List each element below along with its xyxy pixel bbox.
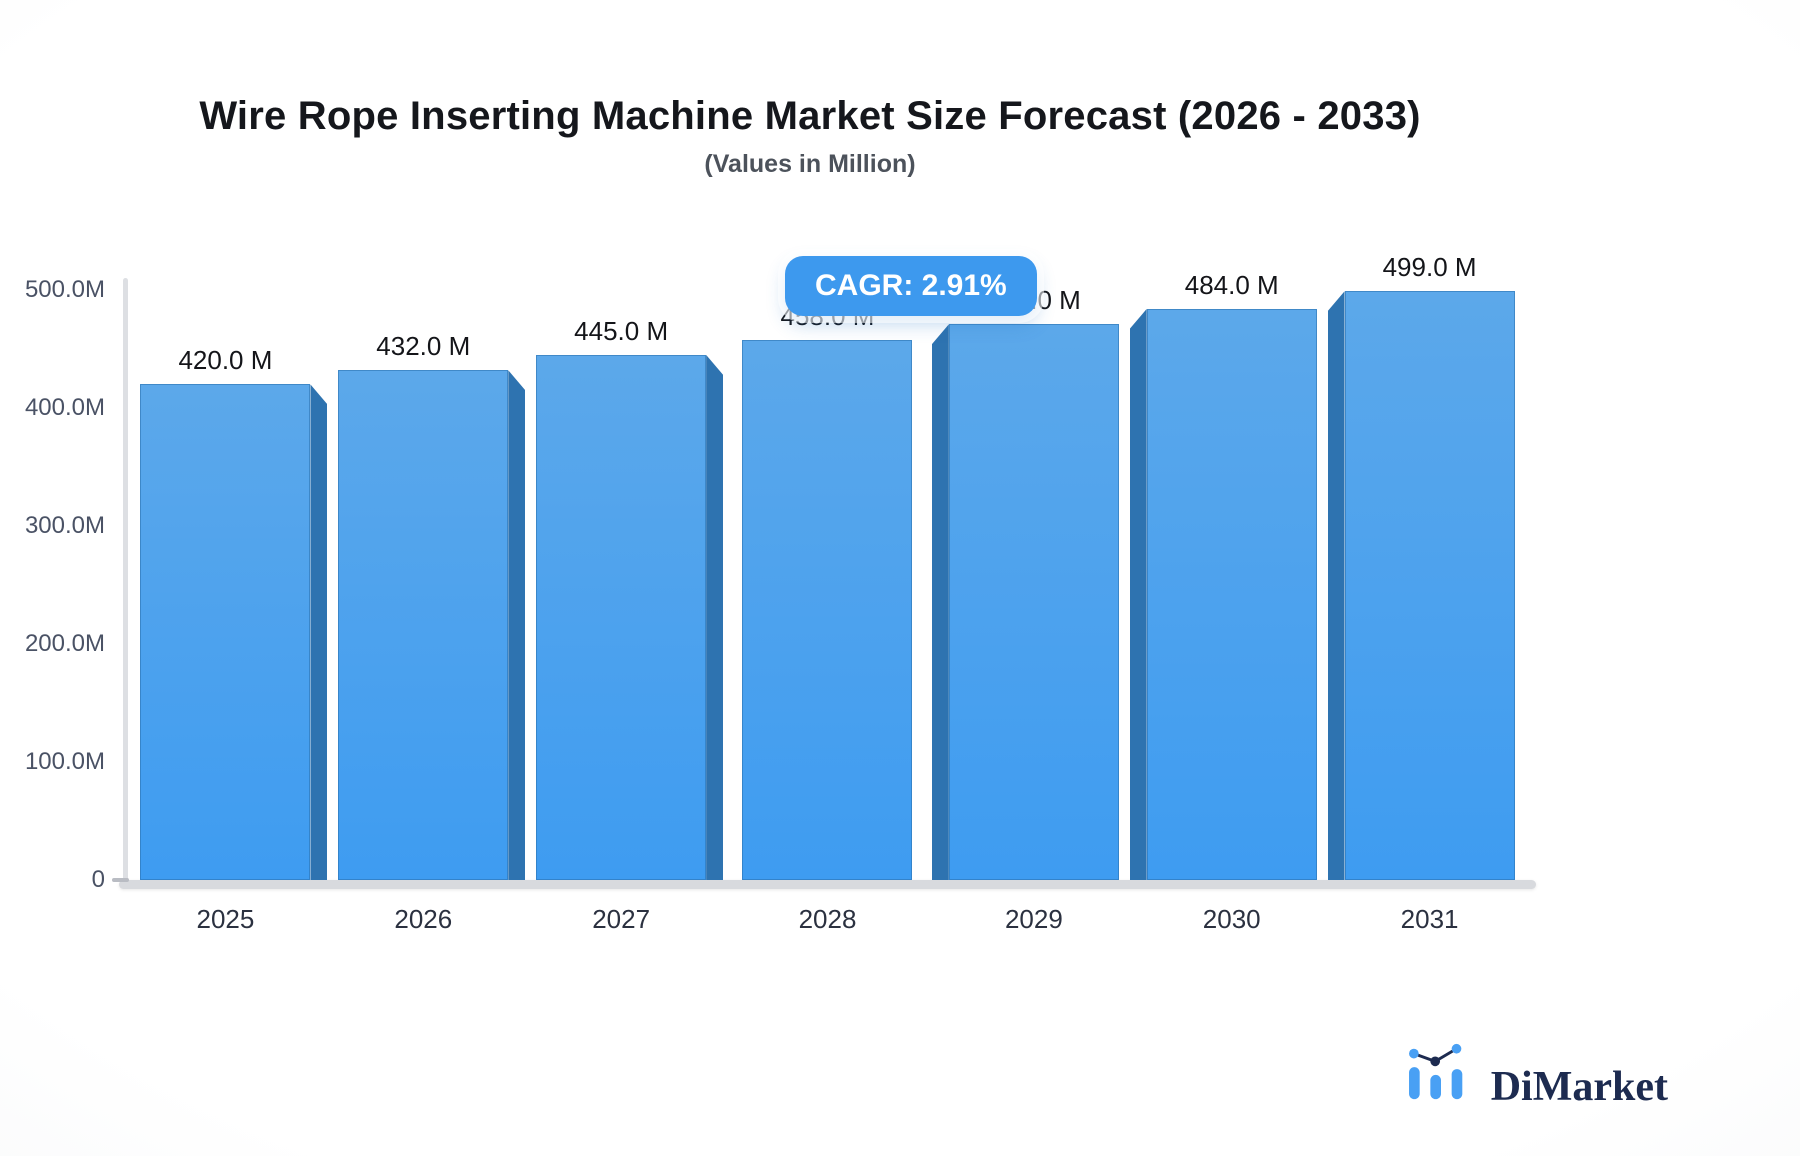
y-axis-tick-label: 0 <box>91 866 105 893</box>
bar-side-face <box>508 370 526 880</box>
x-axis-label: 2027 <box>592 904 651 934</box>
bar-2031: 499.0 M 2031 <box>1322 252 1520 934</box>
bar-face <box>338 370 509 880</box>
bar-face <box>1146 308 1317 880</box>
bar-side-face <box>1327 291 1345 880</box>
bar-face <box>742 339 913 880</box>
bar-face <box>140 384 311 880</box>
bar-face <box>536 354 707 880</box>
bar-2030: 484.0 M 2030 <box>1124 270 1322 934</box>
x-axis-baseline <box>119 880 1536 889</box>
y-axis-tick-label: 100.0M <box>24 748 105 775</box>
y-axis-tick-label: 400.0M <box>24 394 105 421</box>
zero-tick-dash <box>112 878 129 882</box>
chart-title: Wire Rope Inserting Machine Market Size … <box>199 94 1421 138</box>
bar-line-chart-icon <box>1403 1041 1479 1108</box>
bar-value-label: 484.0 M <box>1184 269 1279 300</box>
x-axis-label: 2029 <box>1004 904 1063 934</box>
bar-2025: 420.0 M 2025 <box>135 290 333 934</box>
bar-2026: 432.0 M 2026 <box>333 290 531 934</box>
x-axis-label: 2030 <box>1202 904 1261 934</box>
bar-value-label: 445.0 M <box>574 315 669 346</box>
cagr-badge: CAGR: 2.91% <box>785 256 1037 316</box>
bar-side-face <box>706 354 724 880</box>
bar-value-label: 499.0 M <box>1382 252 1477 283</box>
brand-name: DiMarket <box>1490 1064 1668 1110</box>
y-axis-tick-label: 500.0M <box>24 276 105 303</box>
bar-side-face <box>1129 308 1147 880</box>
bar-chart: 500.0M 400.0M 300.0M 200.0M 100.0M 0 420.0 M 2… <box>25 252 1536 934</box>
bar-value-label: 420.0 M <box>178 345 273 376</box>
x-axis-label: 2026 <box>394 904 453 934</box>
bar-side-face <box>931 324 949 880</box>
brand-logo: DiMarket <box>1403 1041 1668 1108</box>
x-axis-label: 2028 <box>798 904 857 934</box>
chart-subtitle: (Values in Million) <box>704 150 916 178</box>
y-axis-tick-label: 300.0M <box>24 512 105 539</box>
x-axis-label: 2031 <box>1400 904 1459 934</box>
y-axis-tick-label: 200.0M <box>24 630 105 657</box>
y-axis-line <box>123 278 128 882</box>
bar-2028: 458.0 M2028 <box>729 290 927 934</box>
bar-2027: 445.0 M 2027 <box>531 290 729 934</box>
bar-side-face <box>310 384 328 880</box>
bar-value-label: 432.0 M <box>376 331 471 362</box>
bar-face <box>948 324 1119 880</box>
x-axis-label: 2025 <box>196 904 255 934</box>
bar-face <box>1344 291 1515 880</box>
